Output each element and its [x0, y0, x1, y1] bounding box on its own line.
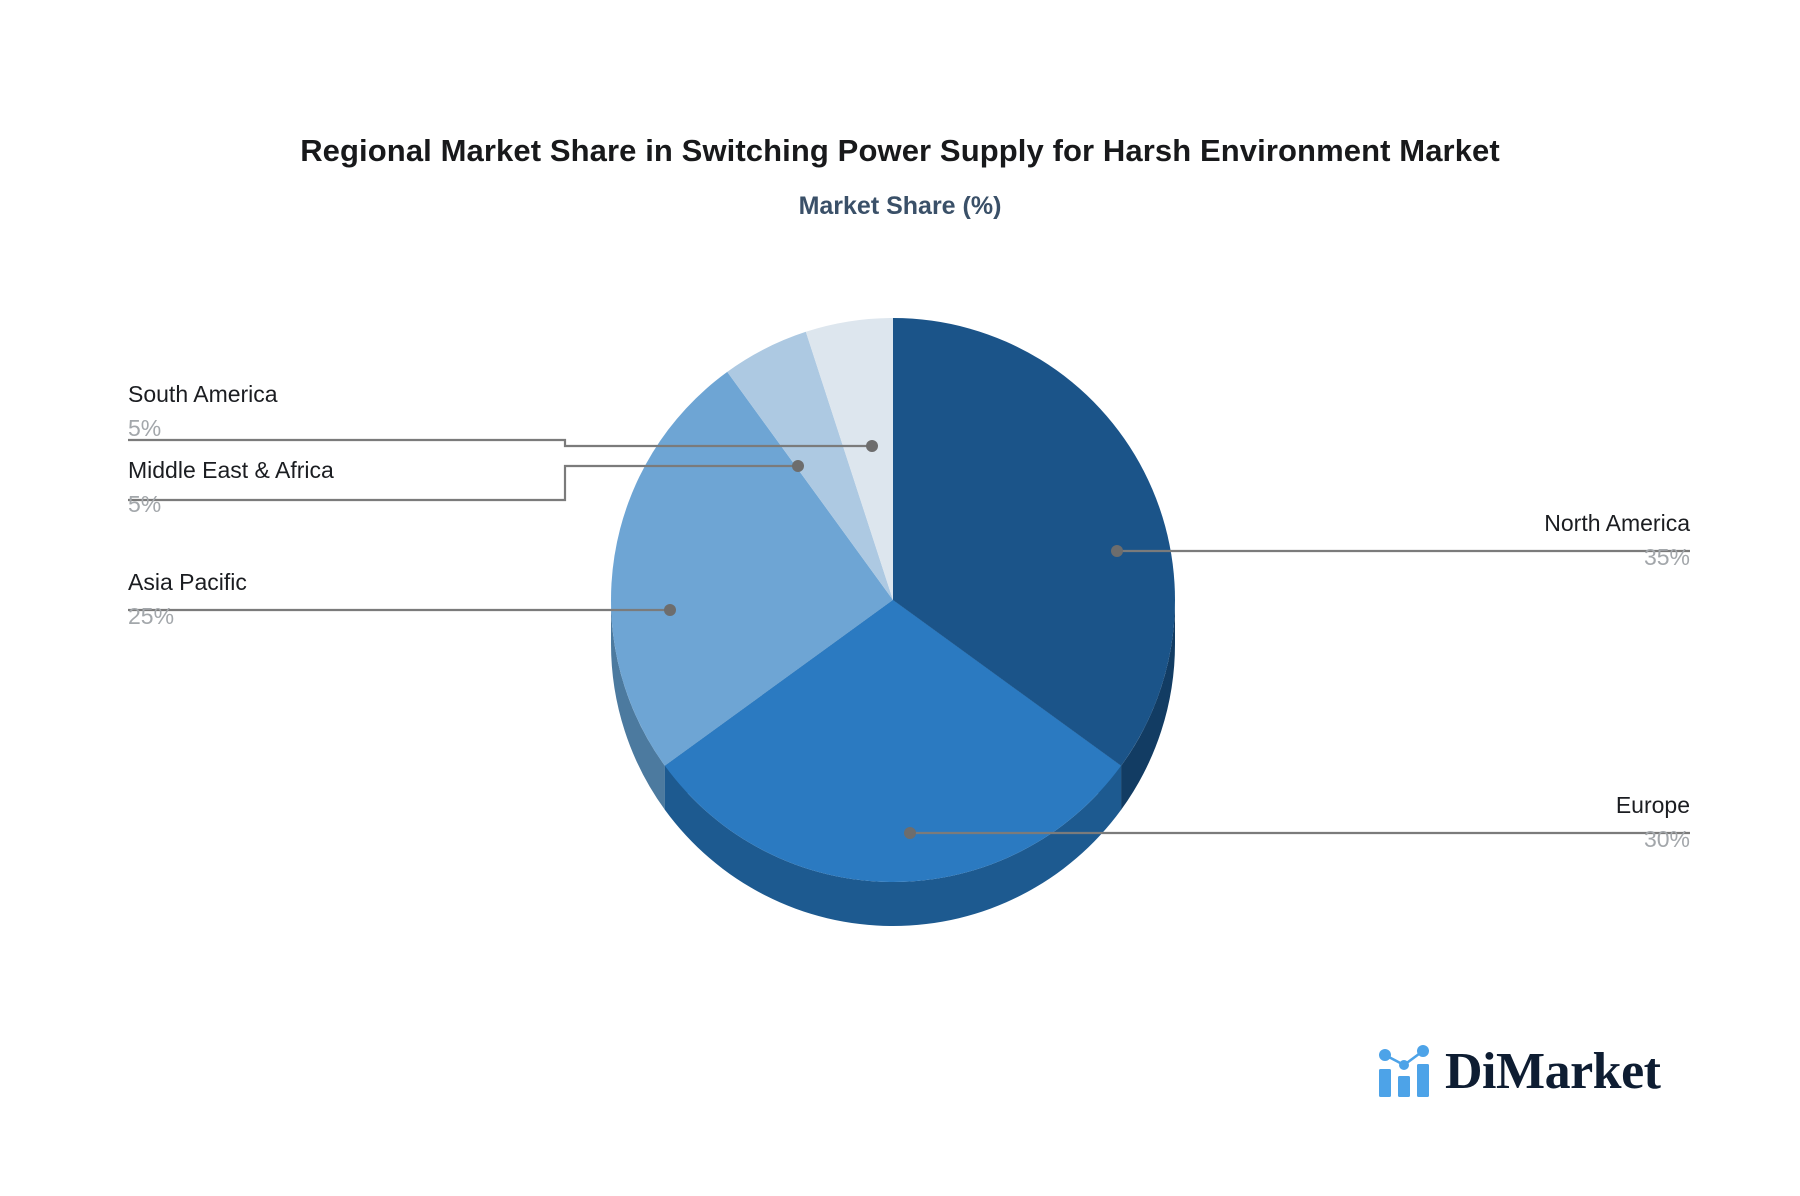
chart-title: Regional Market Share in Switching Power… [300, 133, 1500, 168]
leader-anchor-dots [664, 440, 1123, 839]
callout-north-america-label: North America [1544, 510, 1690, 536]
pie-slice-south-america[interactable] [805, 318, 893, 600]
callout-europe: Europe 30% [1250, 791, 1690, 853]
bar-chart-trend-icon [1379, 1045, 1429, 1097]
pie-top-surface [610, 318, 1175, 882]
brand-name: DiMarket [1445, 1043, 1661, 1100]
callout-middle-east-africa-value: 5% [128, 491, 162, 517]
pie-slice-europe[interactable] [664, 600, 1122, 882]
anchor-dot-south-america [866, 440, 878, 452]
pie-side-north-america [1121, 600, 1175, 810]
callout-south-america: South America 5% [128, 380, 568, 442]
callout-asia-pacific-label: Asia Pacific [128, 569, 247, 595]
callout-europe-value: 30% [1643, 826, 1690, 852]
callout-asia-pacific-value: 25% [128, 603, 175, 629]
anchor-dot-europe [904, 827, 916, 839]
anchor-dot-middle-east-africa [792, 460, 804, 472]
anchor-dot-asia-pacific [664, 604, 676, 616]
chart-subtitle: Market Share (%) [798, 192, 1002, 220]
callout-north-america: North America 35% [1250, 509, 1690, 571]
callout-middle-east-africa-label: Middle East & Africa [128, 457, 334, 483]
pie-side-europe [664, 765, 1122, 926]
pie-slice-asia-pacific[interactable] [610, 371, 893, 766]
pie-slice-middle-east-africa[interactable] [727, 331, 893, 600]
pie-side-asia-pacific [611, 600, 665, 810]
callout-south-america-label: South America [128, 381, 278, 407]
pie-slice-north-america[interactable] [893, 318, 1175, 766]
callout-middle-east-africa: Middle East & Africa 5% [128, 456, 568, 518]
callout-asia-pacific: Asia Pacific 25% [128, 568, 568, 630]
brand-logo: DiMarket [1376, 1042, 1661, 1100]
callout-europe-label: Europe [1615, 792, 1690, 818]
callout-north-america-value: 35% [1643, 544, 1690, 570]
callout-south-america-value: 5% [128, 415, 162, 441]
leader-lines [128, 438, 1690, 835]
anchor-dot-north-america [1111, 545, 1123, 557]
leader-line-south-america [128, 438, 874, 448]
leader-line-middle-east-africa [128, 464, 800, 502]
